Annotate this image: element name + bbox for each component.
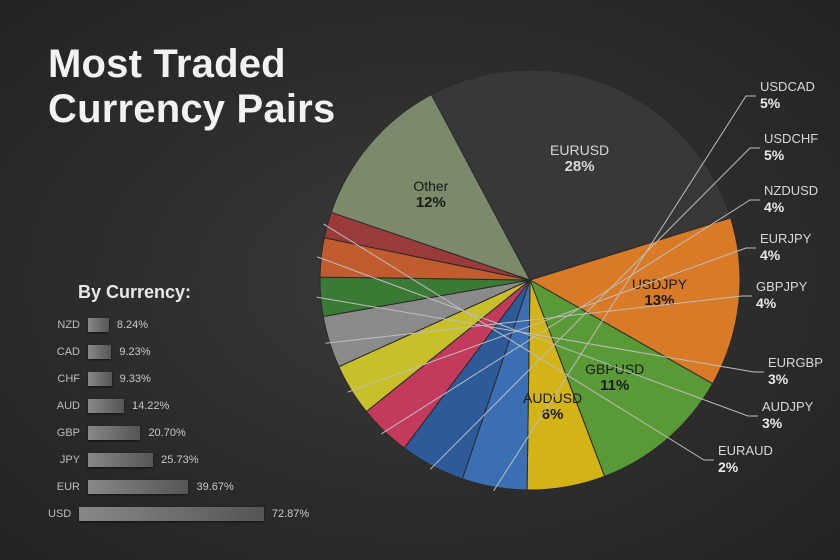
bar-track xyxy=(88,399,124,413)
bar-track xyxy=(88,345,111,359)
bar-track xyxy=(88,372,112,386)
bar-value: 9.33% xyxy=(120,373,151,385)
bar-label: GBP xyxy=(48,427,80,439)
bar-row: EUR 39.67% xyxy=(48,475,308,499)
bar-label: CHF xyxy=(48,373,80,385)
slice-label-eurjpy: EURJPY4% xyxy=(760,232,811,263)
slice-label-eurgbp: EURGBP3% xyxy=(768,356,823,387)
bar-fill xyxy=(88,480,188,494)
bar-row: CAD 9.23% xyxy=(48,340,308,364)
bar-value: 8.24% xyxy=(117,319,148,331)
bar-label: CAD xyxy=(48,346,80,358)
slice-label-gbpjpy: GBPJPY4% xyxy=(756,280,807,311)
bar-row: USD72.87% xyxy=(48,502,308,526)
bar-label: AUD xyxy=(48,400,80,412)
bar-fill xyxy=(88,372,112,386)
slice-label-audjpy: AUDJPY3% xyxy=(762,400,813,431)
bar-fill xyxy=(88,426,140,440)
bar-row: JPY 25.73% xyxy=(48,448,308,472)
bar-row: NZD 8.24% xyxy=(48,313,308,337)
bar-label: NZD xyxy=(48,319,80,331)
pie-chart: EURUSD28%USDJPY13%GBPUSD11%AUDUSD6%Other… xyxy=(290,40,770,520)
bar-value: 39.67% xyxy=(196,481,233,493)
pie-svg xyxy=(290,40,770,520)
bar-label: USD xyxy=(48,508,71,520)
bar-value: 20.70% xyxy=(148,427,185,439)
bar-value: 14.22% xyxy=(132,400,169,412)
bar-row: CHF 9.33% xyxy=(48,367,308,391)
bar-row: GBP 20.70% xyxy=(48,421,308,445)
bar-track xyxy=(79,507,264,521)
bar-value: 25.73% xyxy=(161,454,198,466)
bar-label: EUR xyxy=(48,481,80,493)
slice-label-usdcad: USDCAD5% xyxy=(760,80,815,111)
bar-track xyxy=(88,480,188,494)
by-currency-panel: By Currency: NZD 8.24% CAD 9.23% CHF 9.33% AUD… xyxy=(48,282,308,529)
slice-label-usdchf: USDCHF5% xyxy=(764,132,818,163)
bar-fill xyxy=(88,345,111,359)
bar-track xyxy=(88,318,109,332)
bar-label: JPY xyxy=(48,454,80,466)
bar-fill xyxy=(79,507,264,521)
bar-fill xyxy=(88,318,109,332)
bar-value: 9.23% xyxy=(119,346,150,358)
slice-label-euraud: EURAUD2% xyxy=(718,444,773,475)
slice-label-nzdusd: NZDUSD4% xyxy=(764,184,818,215)
by-currency-title: By Currency: xyxy=(78,282,308,303)
bar-track xyxy=(88,453,153,467)
bar-track xyxy=(88,426,140,440)
by-currency-bars: NZD 8.24% CAD 9.23% CHF 9.33% AUD 14.22% GBP 20.7… xyxy=(48,313,308,526)
bar-fill xyxy=(88,399,124,413)
bar-row: AUD 14.22% xyxy=(48,394,308,418)
bar-fill xyxy=(88,453,153,467)
